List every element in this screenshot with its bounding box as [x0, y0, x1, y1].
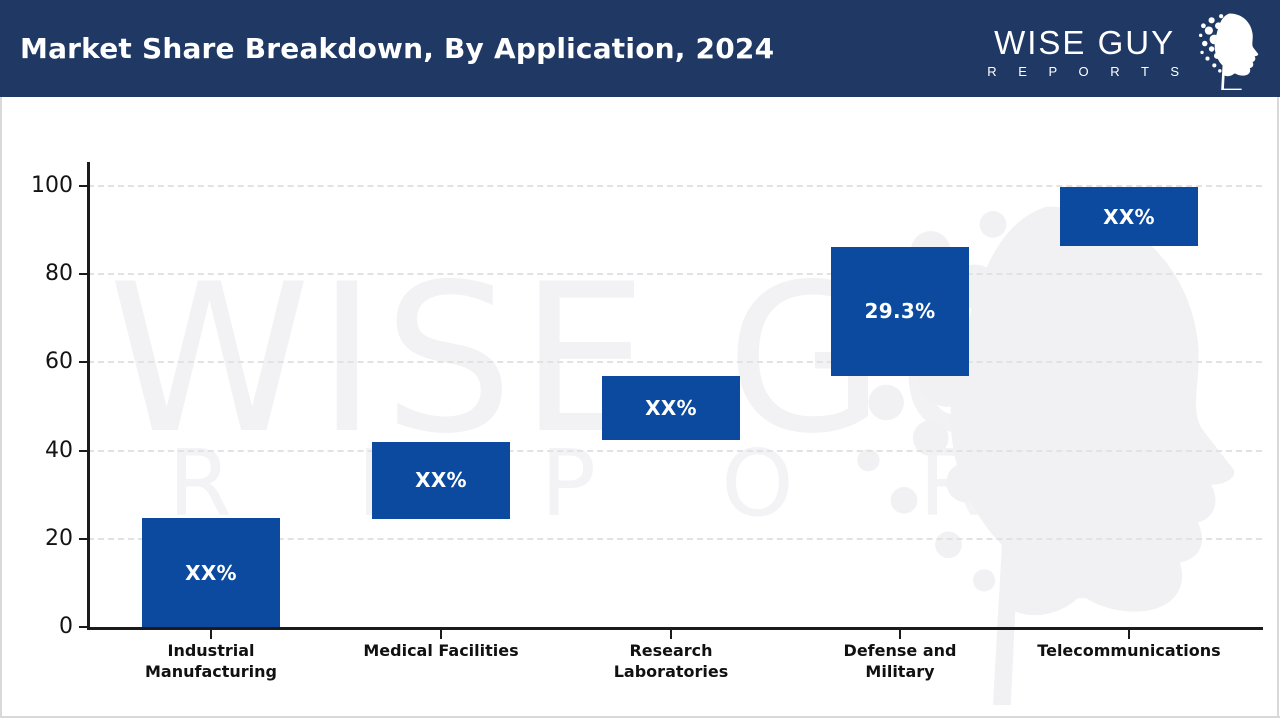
page-title: Market Share Breakdown, By Application, …: [20, 32, 775, 65]
x-tick: [899, 630, 901, 639]
y-tick: [79, 185, 87, 187]
y-tick: [79, 361, 87, 364]
bar-value-label: XX%: [185, 560, 237, 585]
y-tick-label: 40: [45, 437, 73, 463]
bar-telecommunications: XX%: [1060, 186, 1198, 247]
bar-value-label: XX%: [415, 468, 467, 493]
bar-industrial-manufacturing: XX%: [142, 518, 280, 627]
y-gridline: [88, 185, 1262, 187]
bar-value-label: XX%: [645, 396, 697, 421]
x-category-label: Defense and Military: [843, 641, 957, 682]
x-tick: [440, 630, 442, 639]
wiseguy-logo: WISE GUY R E P O R T S: [981, 8, 1266, 90]
y-gridline: [88, 273, 1262, 276]
x-category-label: Medical Facilities: [363, 641, 519, 660]
x-category-label: Telecommunications: [1037, 641, 1221, 660]
y-axis-spine: [87, 162, 90, 630]
y-tick: [79, 449, 87, 452]
dotted-face-profile-icon: [1198, 12, 1259, 90]
bar-value-label: 29.3%: [864, 299, 936, 324]
x-tick: [670, 630, 672, 639]
x-tick: [1128, 630, 1130, 639]
y-tick-label: 100: [31, 173, 73, 198]
y-tick: [79, 626, 87, 628]
x-axis-spine: [87, 627, 1263, 630]
y-tick-label: 0: [59, 614, 73, 639]
right-border: [1277, 97, 1279, 718]
y-tick-label: 80: [45, 261, 73, 287]
bar-defense-and-military: 29.3%: [831, 246, 969, 377]
bottom-border: [0, 716, 1280, 718]
y-gridline: [88, 361, 1262, 364]
bar-research-laboratories: XX%: [602, 376, 740, 441]
y-gridline: [88, 537, 1262, 540]
left-border: [0, 97, 2, 718]
bar-value-label: XX%: [1103, 204, 1155, 229]
y-tick-label: 20: [45, 525, 73, 551]
logo-name: WISE GUY: [994, 24, 1176, 61]
x-category-label: Research Laboratories: [613, 641, 729, 682]
bar-medical-facilities: XX%: [372, 441, 510, 519]
y-tick-label: 60: [45, 349, 73, 375]
y-gridline: [88, 449, 1262, 452]
x-category-label: Industrial Manufacturing: [145, 641, 277, 682]
header: Market Share Breakdown, By Application, …: [0, 0, 1280, 97]
logo-wordmark: WISE GUY R E P O R T S: [981, 24, 1188, 79]
y-tick: [79, 537, 87, 540]
y-tick: [79, 273, 87, 276]
x-tick: [210, 630, 212, 639]
logo-subtitle: R E P O R T S: [987, 64, 1188, 79]
